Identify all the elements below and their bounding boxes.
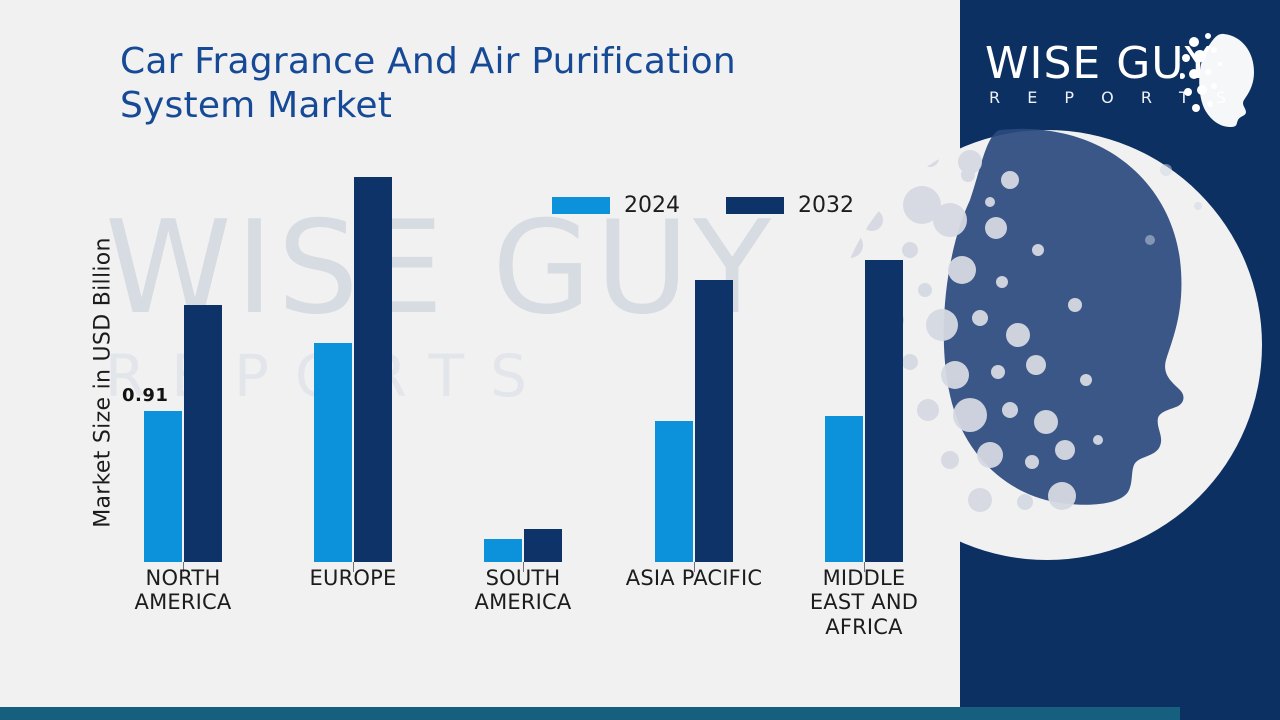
plot-area xyxy=(110,176,940,562)
bar-2032-europe xyxy=(354,176,392,562)
legend-swatch-2032 xyxy=(726,197,784,214)
chart-legend: 2024 2032 xyxy=(552,193,854,218)
legend-swatch-2024 xyxy=(552,197,610,214)
bar-2024-asia-pacific xyxy=(655,420,693,562)
axis-tick xyxy=(864,562,865,572)
logo-subtitle: R E P O R T S xyxy=(989,88,1238,107)
bar-2032-asia-pacific xyxy=(695,279,733,562)
legend-item-2032[interactable]: 2032 xyxy=(726,193,854,218)
category-label: EUROPE xyxy=(309,566,397,590)
legend-label-2032: 2032 xyxy=(798,193,854,218)
bottom-accent-strip xyxy=(0,707,1180,720)
bar-2032-middle-east-and-africa xyxy=(865,259,903,562)
page-title: Car Fragrance And Air Purification Syste… xyxy=(120,41,736,126)
category-label: SOUTH AMERICA xyxy=(474,566,572,615)
category-label: ASIA PACIFIC xyxy=(625,566,763,590)
legend-item-2024[interactable]: 2024 xyxy=(552,193,680,218)
bar-data-label: 0.91 xyxy=(122,384,169,406)
bar-2024-middle-east-and-africa xyxy=(825,415,863,562)
axis-tick xyxy=(183,562,184,572)
axis-tick xyxy=(523,562,524,572)
bar-2032-south-america xyxy=(524,528,562,562)
bar-2032-north-america xyxy=(184,304,222,562)
category-label: NORTH AMERICA xyxy=(134,566,232,615)
bar-2024-north-america xyxy=(144,410,182,562)
logo-dotted-head-icon xyxy=(1180,33,1254,127)
brand-logo[interactable]: WISE GUY R E P O R T S xyxy=(985,38,1255,124)
legend-label-2024: 2024 xyxy=(624,193,680,218)
category-label: MIDDLE EAST AND AFRICA xyxy=(809,566,919,639)
axis-tick xyxy=(694,562,695,572)
bar-2024-south-america xyxy=(484,538,522,562)
bar-2024-europe xyxy=(314,342,352,562)
logo-wordmark: WISE GUY xyxy=(985,38,1213,89)
axis-tick xyxy=(353,562,354,572)
